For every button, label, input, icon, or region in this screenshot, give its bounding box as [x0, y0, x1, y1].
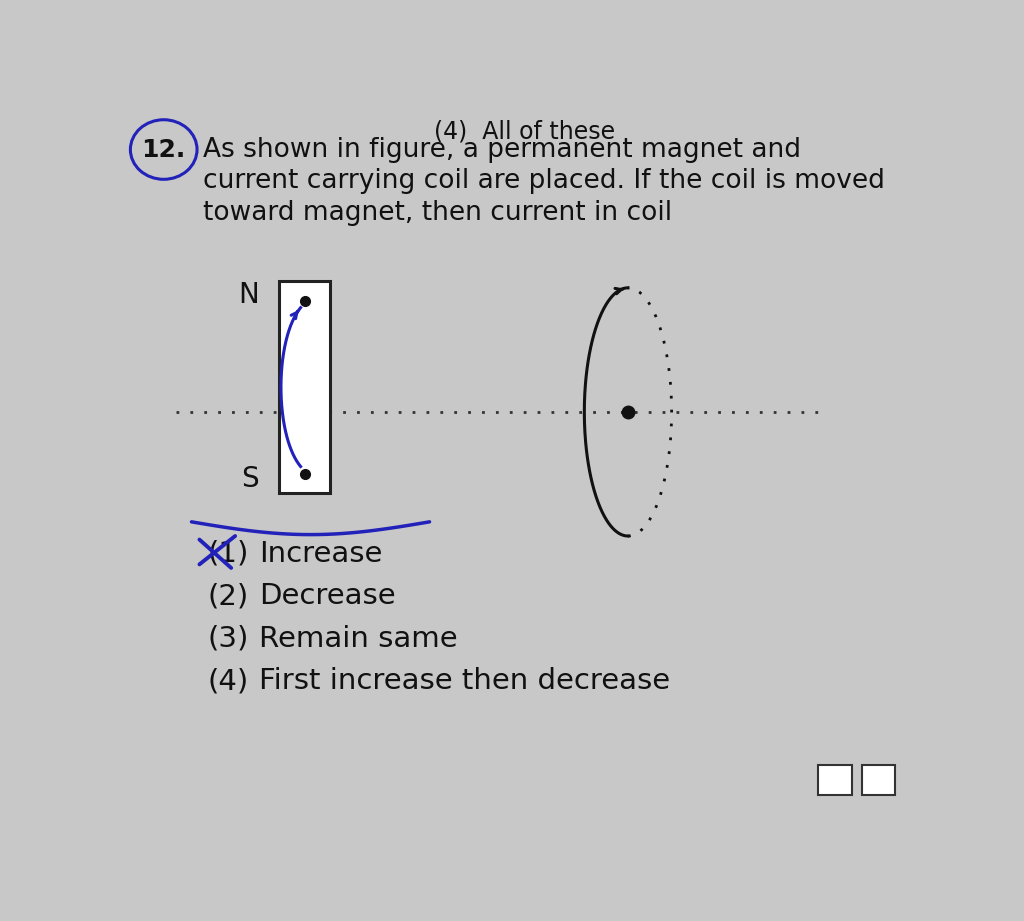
- Text: First increase then decrease: First increase then decrease: [259, 668, 670, 695]
- Bar: [862, 765, 895, 795]
- Text: current carrying coil are placed. If the coil is moved: current carrying coil are placed. If the…: [204, 169, 886, 194]
- Bar: [279, 281, 331, 494]
- Text: S: S: [242, 465, 259, 494]
- Text: (3): (3): [207, 624, 249, 653]
- Text: (2): (2): [207, 582, 249, 611]
- Text: Decrease: Decrease: [259, 582, 395, 611]
- Bar: [818, 765, 852, 795]
- Text: Increase: Increase: [259, 540, 382, 567]
- Text: (4)  All of these: (4) All of these: [434, 119, 615, 143]
- Text: (1): (1): [207, 540, 249, 567]
- Text: Remain same: Remain same: [259, 624, 458, 653]
- Text: (4): (4): [207, 668, 249, 695]
- Text: toward magnet, then current in coil: toward magnet, then current in coil: [204, 201, 673, 227]
- Text: 12.: 12.: [141, 137, 185, 161]
- Text: N: N: [239, 281, 259, 309]
- Text: As shown in figure, a permanent magnet and: As shown in figure, a permanent magnet a…: [204, 136, 802, 162]
